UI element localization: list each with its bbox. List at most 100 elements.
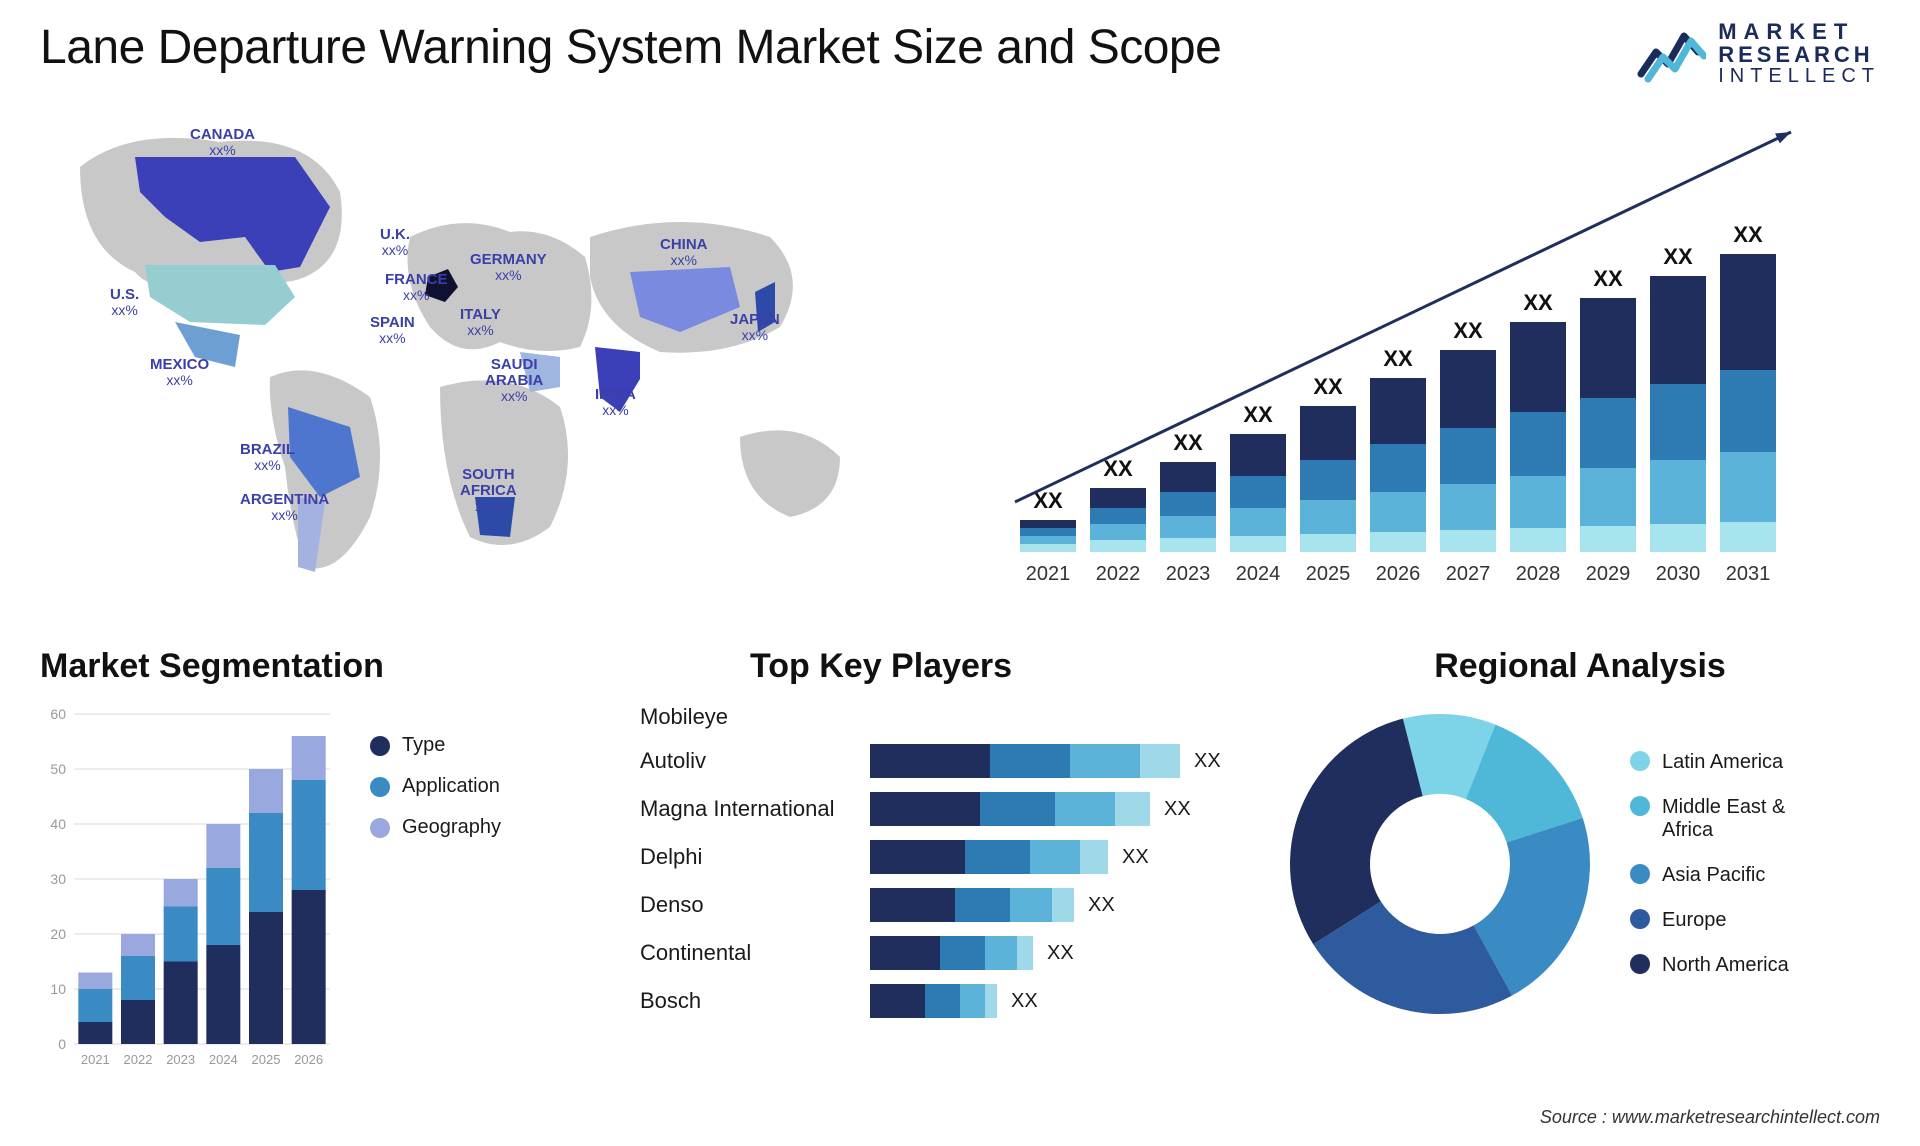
player-row: ContinentalXX — [640, 936, 1260, 970]
forecast-bar-seg — [1580, 398, 1636, 468]
segmentation-legend: Type Application Geography — [370, 704, 501, 839]
player-bar — [870, 792, 1150, 826]
player-bar-seg — [870, 840, 965, 874]
forecast-bar-seg — [1510, 528, 1566, 552]
regional-legend-item: Latin America — [1630, 751, 1789, 774]
player-bar-seg — [1080, 840, 1108, 874]
forecast-bar-seg — [1510, 476, 1566, 528]
player-name: Autoliv — [640, 748, 860, 774]
world-map-panel: CANADAxx%U.S.xx%MEXICOxx%BRAZILxx%ARGENT… — [40, 97, 940, 617]
forecast-bar-value: XX — [1103, 456, 1133, 481]
map-label-india: INDIAxx% — [595, 387, 636, 417]
forecast-bar-seg — [1090, 540, 1146, 552]
player-bar-seg — [925, 984, 960, 1018]
forecast-bar-seg — [1720, 452, 1776, 522]
player-name: Delphi — [640, 844, 860, 870]
player-bar — [870, 888, 1074, 922]
player-name: Bosch — [640, 988, 860, 1014]
player-bar-seg — [1115, 792, 1150, 826]
regional-donut-chart — [1280, 704, 1600, 1024]
segmentation-panel: Market Segmentation 01020304050602021202… — [40, 647, 620, 1137]
regional-legend: Latin America Middle East &Africa Asia Pac… — [1630, 751, 1789, 977]
player-bar — [870, 744, 1180, 778]
swatch-icon — [1630, 909, 1650, 929]
forecast-bar-value: XX — [1383, 346, 1413, 371]
regional-legend-label: Middle East &Africa — [1662, 796, 1785, 842]
player-bar-seg — [870, 792, 980, 826]
seg-bar-seg — [249, 813, 283, 912]
forecast-year-label: 2023 — [1166, 563, 1211, 585]
player-row: DensoXX — [640, 888, 1260, 922]
seg-bar-seg — [121, 1000, 155, 1044]
forecast-bar-seg — [1160, 538, 1216, 552]
regional-legend-item: Asia Pacific — [1630, 864, 1789, 887]
forecast-bar-seg — [1720, 522, 1776, 552]
map-label-saudi-arabia: SAUDIARABIAxx% — [485, 357, 543, 403]
regional-legend-item: Europe — [1630, 909, 1789, 932]
page-title: Lane Departure Warning System Market Siz… — [40, 20, 1221, 75]
forecast-bar-seg — [1300, 500, 1356, 534]
forecast-bar-seg — [1300, 460, 1356, 500]
forecast-bar-seg — [1720, 370, 1776, 452]
seg-ytick: 10 — [50, 981, 66, 997]
player-value: XX — [1011, 990, 1038, 1013]
forecast-bar-seg — [1440, 350, 1496, 428]
seg-legend-label: Type — [402, 734, 445, 757]
player-value: XX — [1047, 942, 1074, 965]
regional-legend-item: North America — [1630, 954, 1789, 977]
map-label-brazil: BRAZILxx% — [240, 442, 295, 472]
regional-legend-item: Middle East &Africa — [1630, 796, 1789, 842]
forecast-bar-seg — [1090, 508, 1146, 524]
source-label: Source : www.marketresearchintellect.com — [1540, 1107, 1880, 1128]
forecast-bar-value: XX — [1313, 374, 1343, 399]
player-bar-seg — [965, 840, 1030, 874]
seg-ytick: 40 — [50, 816, 66, 832]
forecast-year-label: 2027 — [1446, 563, 1491, 585]
segmentation-chart: 0102030405060202120222023202420252026 — [40, 704, 340, 1084]
forecast-bar-value: XX — [1243, 402, 1273, 427]
map-label-mexico: MEXICOxx% — [150, 357, 209, 387]
player-row: AutolivXX — [640, 744, 1260, 778]
swatch-icon — [370, 777, 390, 797]
seg-legend-item: Geography — [370, 816, 501, 839]
player-bar — [870, 984, 997, 1018]
forecast-bar-seg — [1230, 476, 1286, 508]
regional-panel: Regional Analysis Latin America Middle Ea… — [1280, 647, 1880, 1137]
player-name: Mobileye — [640, 704, 1260, 730]
forecast-bar-seg — [1090, 488, 1146, 508]
player-row: Magna InternationalXX — [640, 792, 1260, 826]
forecast-bar-seg — [1650, 384, 1706, 460]
forecast-bar-seg — [1720, 254, 1776, 370]
forecast-bar-seg — [1160, 462, 1216, 492]
forecast-bar-value: XX — [1523, 290, 1553, 315]
player-bar-seg — [955, 888, 1010, 922]
forecast-bar-seg — [1160, 516, 1216, 538]
player-bar-seg — [870, 984, 925, 1018]
player-value: XX — [1088, 894, 1115, 917]
forecast-year-label: 2025 — [1306, 563, 1351, 585]
seg-legend-item: Type — [370, 734, 501, 757]
logo-line1: MARKET — [1718, 20, 1880, 43]
player-row: Bosch XX — [640, 984, 1260, 1018]
regional-legend-label: Europe — [1662, 909, 1727, 932]
map-label-argentina: ARGENTINAxx% — [240, 492, 329, 522]
map-label-spain: SPAINxx% — [370, 315, 415, 345]
forecast-bar-seg — [1230, 536, 1286, 552]
map-region-us — [145, 265, 295, 325]
swatch-icon — [1630, 751, 1650, 771]
logo-icon — [1636, 24, 1706, 84]
forecast-year-label: 2031 — [1726, 563, 1771, 585]
seg-bar-seg — [292, 736, 326, 780]
trend-arrowhead-icon — [1775, 132, 1791, 143]
player-bar-seg — [960, 984, 985, 1018]
forecast-bar-seg — [1160, 492, 1216, 516]
seg-legend-label: Application — [402, 775, 500, 798]
forecast-bar-seg — [1510, 412, 1566, 476]
seg-legend-item: Application — [370, 775, 501, 798]
forecast-year-label: 2030 — [1656, 563, 1701, 585]
map-label-u-s-: U.S.xx% — [110, 287, 139, 317]
map-label-u-k-: U.K.xx% — [380, 227, 410, 257]
map-label-china: CHINAxx% — [660, 237, 708, 267]
regional-title: Regional Analysis — [1280, 647, 1880, 686]
forecast-bar-chart: XX2021XX2022XX2023XX2024XX2025XX2026XX20… — [980, 97, 1880, 617]
